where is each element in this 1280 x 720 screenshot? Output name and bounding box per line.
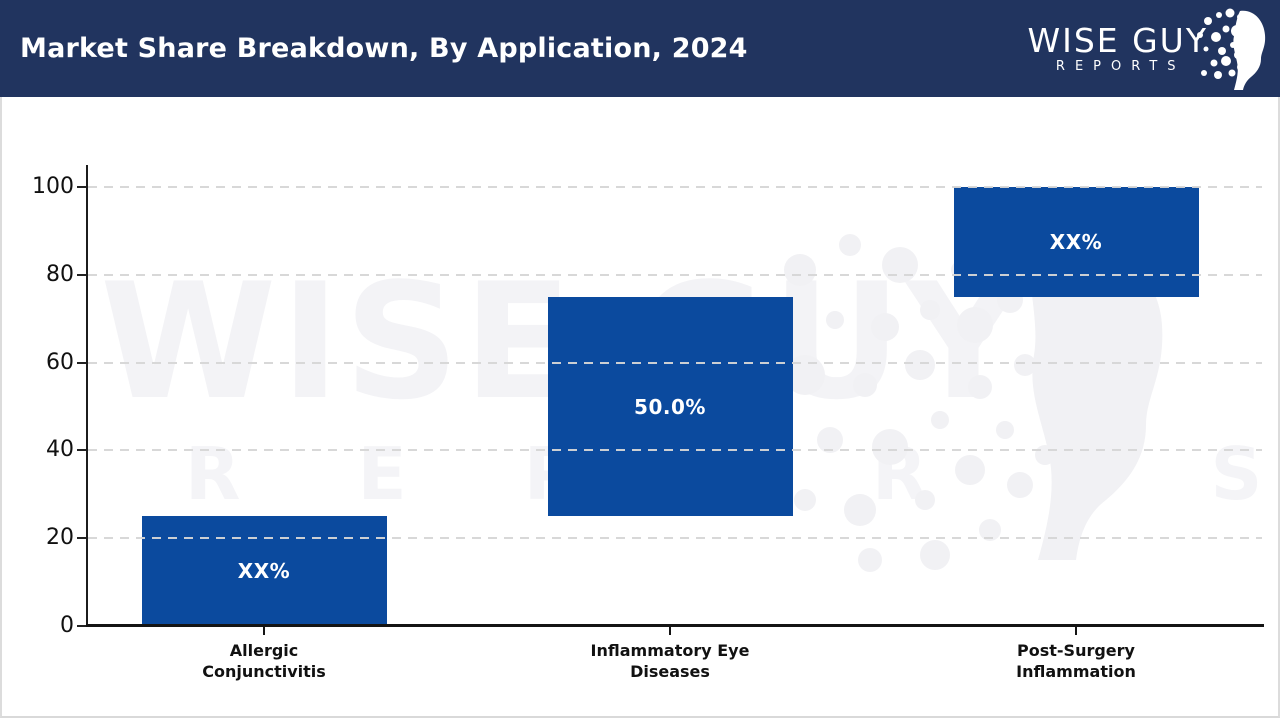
x-tick-mark [1075,627,1077,635]
y-tick-label: 100 [32,174,74,199]
x-tick-mark [263,627,265,635]
y-tick-mark [77,361,86,364]
bar-segment: XX% [953,187,1199,297]
header-bar: Market Share Breakdown, By Application, … [0,0,1280,97]
x-category-label: Inflammatory Eye Diseases [510,640,830,682]
y-axis-line [86,165,88,626]
bar-segment: 50.0% [547,296,793,517]
y-tick-label: 40 [46,437,74,463]
x-category-line: Allergic [229,641,299,660]
x-tick-mark [669,627,671,635]
x-category-label: Allergic Conjunctivitis [104,640,424,682]
gridline [88,449,1262,452]
y-tick-mark [77,449,86,452]
x-category-line: Diseases [630,662,710,681]
x-category-line: Post-Surgery [1017,641,1135,660]
x-category-line: Inflammatory Eye [590,641,750,660]
y-tick-mark [77,537,86,540]
wise-guy-face-icon [1197,8,1266,90]
watermark-face-icon [784,231,1163,572]
x-category-line: Inflammation [1016,662,1136,681]
gridline [88,186,1262,188]
bar-value-label: XX% [237,559,291,584]
x-axis-line [86,624,1264,627]
y-tick-mark [77,625,86,627]
x-category-line: Conjunctivitis [202,662,326,681]
gridline [88,537,1262,540]
gridline [88,361,1262,364]
y-tick-label: 0 [60,613,74,638]
y-tick-label: 80 [46,261,74,287]
bar-value-label: XX% [1049,229,1103,254]
y-tick-label: 60 [46,349,74,375]
y-tick-mark [77,186,86,188]
bar-value-label: 50.0% [634,394,706,419]
page-title: Market Share Breakdown, By Application, … [20,33,748,64]
x-category-label: Post-Surgery Inflammation [916,640,1236,682]
brand-subtitle: REPORTS [1055,59,1186,74]
brand-logo-text: WISE GUY REPORTS [1027,23,1208,75]
bar-segment: XX% [141,516,387,626]
brand-name: WISE GUY [1027,21,1208,60]
brand-logo: WISE GUY REPORTS [1027,8,1266,90]
y-tick-mark [77,273,86,276]
gridline [88,273,1262,276]
y-tick-label: 20 [46,525,74,551]
